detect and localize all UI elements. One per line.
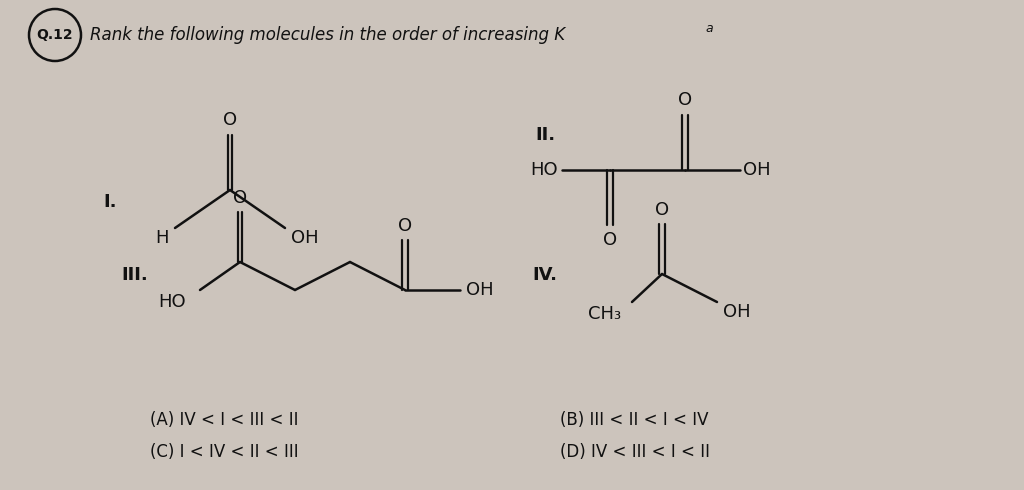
Text: (D) IV < III < I < II: (D) IV < III < I < II bbox=[560, 443, 710, 461]
Text: Rank the following molecules in the order of increasing K: Rank the following molecules in the orde… bbox=[90, 26, 565, 44]
Text: O: O bbox=[232, 189, 247, 207]
Text: O: O bbox=[398, 217, 412, 235]
Text: Q.12: Q.12 bbox=[37, 28, 74, 42]
Text: IV.: IV. bbox=[532, 266, 557, 284]
Text: (A) IV < I < III < II: (A) IV < I < III < II bbox=[150, 411, 299, 429]
Text: OH: OH bbox=[466, 281, 494, 299]
Text: II.: II. bbox=[535, 126, 555, 144]
Text: I.: I. bbox=[103, 193, 117, 211]
Text: CH₃: CH₃ bbox=[589, 305, 622, 323]
Text: (B) III < II < I < IV: (B) III < II < I < IV bbox=[560, 411, 709, 429]
Text: O: O bbox=[678, 91, 692, 109]
Text: (C) I < IV < II < III: (C) I < IV < II < III bbox=[150, 443, 299, 461]
Text: OH: OH bbox=[291, 229, 318, 247]
Text: OH: OH bbox=[743, 161, 771, 179]
Text: HO: HO bbox=[530, 161, 558, 179]
Text: HO: HO bbox=[158, 293, 185, 311]
Text: III.: III. bbox=[122, 266, 148, 284]
Text: OH: OH bbox=[723, 303, 751, 321]
Text: O: O bbox=[655, 201, 669, 219]
Text: H: H bbox=[156, 229, 169, 247]
Text: O: O bbox=[603, 231, 617, 249]
Text: a: a bbox=[705, 22, 713, 34]
Text: O: O bbox=[223, 111, 238, 129]
